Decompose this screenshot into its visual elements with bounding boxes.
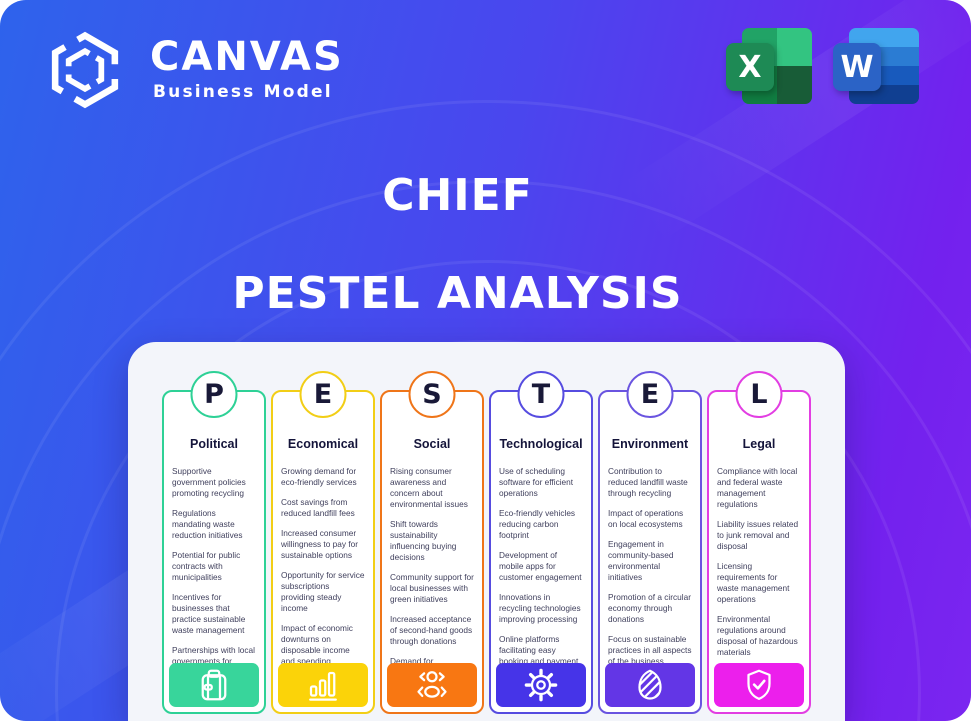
- page-title-line1: CHIEF: [382, 170, 533, 221]
- pestel-column-card: T Technological Use of scheduling softwa…: [489, 371, 593, 714]
- bullet-item: Community support for local businesses w…: [390, 572, 474, 605]
- bullet-item: Innovations in recycling technologies im…: [499, 592, 581, 625]
- pestel-panel: P Political Supportive government polici…: [128, 342, 845, 721]
- word-file-icon: W: [833, 28, 919, 106]
- letter-badge-text: T: [531, 379, 551, 410]
- bullet-item: Liability issues related to junk removal…: [717, 519, 799, 552]
- letter-badge: P: [190, 371, 238, 418]
- column-title: Technological: [499, 437, 583, 451]
- letter-badge-text: S: [422, 379, 442, 410]
- pestel-column-card: E Environment Contribution to reduced la…: [598, 371, 702, 714]
- bullet-item: Regulations mandating waste reduction in…: [172, 508, 243, 541]
- letter-badge: E: [626, 371, 674, 418]
- bullet-item: Opportunity for service subscriptions pr…: [281, 570, 365, 614]
- letter-badge: L: [735, 371, 783, 418]
- column-items: Contribution to reduced landfill waste t…: [600, 466, 700, 667]
- bullet-item: Online platforms facilitating easy booki…: [499, 634, 579, 667]
- bullet-item: Impact of economic downturns on disposab…: [281, 623, 353, 667]
- brand-name: CANVAS: [150, 34, 344, 80]
- bullet-item: Focus on sustainable practices in all as…: [608, 634, 692, 667]
- bullet-item: Eco-friendly vehicles reducing carbon fo…: [499, 508, 576, 541]
- bullet-item: Rising consumer awareness and concern ab…: [390, 466, 468, 510]
- bullet-item: Incentives for businesses that practice …: [172, 592, 246, 636]
- column-title: Legal: [742, 437, 776, 451]
- excel-letter-tile: X: [726, 43, 774, 91]
- column-title: Economical: [287, 437, 359, 451]
- column-items: Growing demand for eco-friendly services…: [273, 466, 373, 667]
- word-letter: W: [840, 49, 874, 85]
- bullet-item: Increased acceptance of second-hand good…: [390, 614, 473, 647]
- bullet-item: Impact of operations on local ecosystems: [608, 508, 684, 530]
- canvas-hexagon-logo-icon: [51, 31, 119, 109]
- brand-tagline: Business Model: [153, 82, 333, 102]
- page-title-line2: PESTEL ANALYSIS: [232, 268, 683, 319]
- gear-icon: [496, 663, 586, 707]
- letter-badge: S: [408, 371, 456, 418]
- leaf-icon: [605, 663, 695, 707]
- column-title: Political: [190, 437, 238, 451]
- excel-letter: X: [738, 49, 762, 85]
- column-items: Supportive government policies promoting…: [164, 466, 264, 679]
- bullet-item: Increased consumer willingness to pay fo…: [281, 528, 359, 561]
- letter-badge-text: L: [750, 379, 768, 410]
- pestel-column-card: E Economical Growing demand for eco-frie…: [271, 371, 375, 714]
- pestel-column-card: S Social Rising consumer awareness and c…: [380, 371, 484, 714]
- letter-badge-text: E: [313, 379, 333, 410]
- bullet-item: Growing demand for eco-friendly services: [281, 466, 357, 488]
- bullet-item: Licensing requirements for waste managem…: [717, 561, 790, 605]
- word-letter-tile: W: [833, 43, 881, 91]
- bullet-item: Supportive government policies promoting…: [172, 466, 246, 499]
- column-title: Social: [413, 437, 451, 451]
- bullet-item: Development of mobile apps for customer …: [499, 550, 582, 583]
- bullet-item: Compliance with local and federal waste …: [717, 466, 798, 510]
- letter-badge-text: E: [640, 379, 660, 410]
- excel-file-icon: X: [726, 28, 812, 106]
- bullet-item: Contribution to reduced landfill waste t…: [608, 466, 688, 499]
- pestel-column-card: P Political Supportive government polici…: [162, 371, 266, 714]
- column-title: Environment: [611, 437, 689, 451]
- briefcase-icon: [169, 663, 259, 707]
- bar-chart-icon: [278, 663, 368, 707]
- bullet-item: Cost savings from reduced landfill fees: [281, 497, 355, 519]
- bullet-item: Environmental regulations around disposa…: [717, 614, 798, 658]
- community-icon: [387, 663, 477, 707]
- letter-badge-text: P: [204, 379, 224, 410]
- column-items: Use of scheduling software for efficient…: [491, 466, 591, 667]
- bullet-item: Promotion of a circular economy through …: [608, 592, 692, 625]
- bullet-item: Potential for public contracts with muni…: [172, 550, 241, 583]
- pestel-column-card: L Legal Compliance with local and federa…: [707, 371, 811, 714]
- bullet-item: Shift towards sustainability influencing…: [390, 519, 457, 563]
- bullet-item: Use of scheduling software for efficient…: [499, 466, 574, 499]
- bullet-item: Engagement in community-based environmen…: [608, 539, 674, 583]
- letter-badge: T: [517, 371, 565, 418]
- letter-badge: E: [299, 371, 347, 418]
- decor-ring: [0, 100, 971, 721]
- shield-check-icon: [714, 663, 804, 707]
